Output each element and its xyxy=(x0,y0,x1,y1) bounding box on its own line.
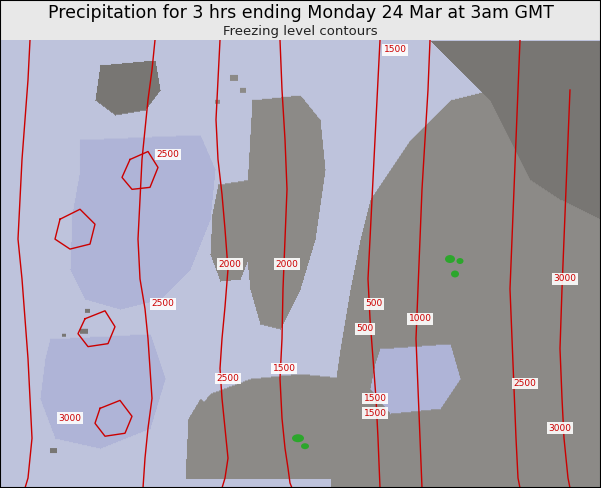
Text: 2500: 2500 xyxy=(157,150,180,159)
Text: 1500: 1500 xyxy=(272,364,296,373)
Text: 500: 500 xyxy=(365,299,383,308)
Text: 1500: 1500 xyxy=(383,45,406,55)
Ellipse shape xyxy=(445,255,455,263)
Text: Freezing level contours: Freezing level contours xyxy=(223,25,378,38)
Text: 3000: 3000 xyxy=(58,414,82,423)
Text: 2500: 2500 xyxy=(514,379,537,388)
Text: 2000: 2000 xyxy=(219,260,242,268)
Ellipse shape xyxy=(292,434,304,442)
Text: 2500: 2500 xyxy=(216,374,239,383)
Ellipse shape xyxy=(457,258,463,264)
Text: 1500: 1500 xyxy=(364,394,386,403)
Text: Precipitation for 3 hrs ending Monday 24 Mar at 3am GMT: Precipitation for 3 hrs ending Monday 24… xyxy=(47,4,554,22)
Text: 2000: 2000 xyxy=(276,260,299,268)
Ellipse shape xyxy=(451,270,459,278)
Text: 500: 500 xyxy=(356,324,374,333)
Text: 3000: 3000 xyxy=(549,424,572,433)
Text: 1500: 1500 xyxy=(364,409,386,418)
Ellipse shape xyxy=(301,443,309,449)
Text: 2500: 2500 xyxy=(151,299,174,308)
Text: 1000: 1000 xyxy=(409,314,432,323)
Text: 3000: 3000 xyxy=(554,274,576,284)
